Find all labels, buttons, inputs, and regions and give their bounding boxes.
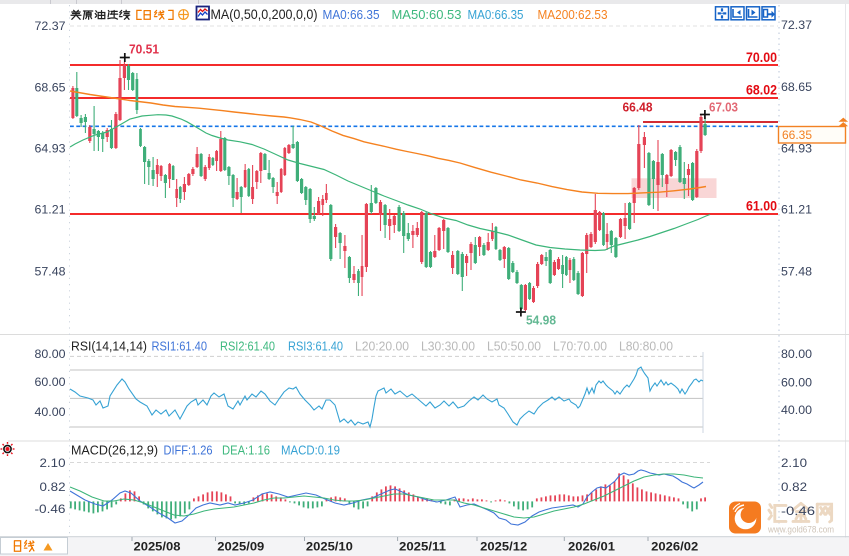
- svg-text:80.00: 80.00: [35, 347, 66, 361]
- svg-text:2025/08: 2025/08: [134, 540, 181, 554]
- svg-text:2025/12: 2025/12: [480, 540, 527, 554]
- svg-text:0.82: 0.82: [781, 480, 807, 494]
- svg-text:RSI1:61.40: RSI1:61.40: [152, 340, 208, 354]
- svg-text:2.10: 2.10: [40, 456, 66, 470]
- svg-text:68.65: 68.65: [35, 81, 66, 95]
- svg-text:-0.46: -0.46: [35, 502, 66, 516]
- svg-text:54.98: 54.98: [526, 314, 556, 328]
- svg-text:RSI(14,14,14): RSI(14,14,14): [71, 340, 147, 354]
- svg-text:MA(0,50,0,200,0,0): MA(0,50,0,200,0,0): [211, 7, 318, 22]
- svg-text:MA50:60.53: MA50:60.53: [392, 7, 462, 22]
- svg-text:40.00: 40.00: [781, 403, 812, 417]
- svg-text:2026/02: 2026/02: [651, 540, 698, 554]
- svg-text:64.93: 64.93: [35, 142, 66, 156]
- svg-text:L70:70.00: L70:70.00: [553, 340, 607, 354]
- svg-text:www.gold678.com: www.gold678.com: [767, 525, 834, 535]
- svg-text:57.48: 57.48: [781, 265, 812, 279]
- svg-text:61.00: 61.00: [746, 199, 777, 214]
- svg-text:68.65: 68.65: [781, 80, 812, 94]
- svg-text:68.02: 68.02: [746, 83, 777, 98]
- svg-text:57.48: 57.48: [35, 265, 66, 279]
- svg-text:MA0:66.35: MA0:66.35: [468, 7, 524, 22]
- svg-text:72.37: 72.37: [781, 18, 812, 32]
- svg-text:80.00: 80.00: [781, 347, 812, 361]
- svg-text:64.93: 64.93: [781, 142, 812, 156]
- svg-text:MACD(26,12,9): MACD(26,12,9): [71, 444, 158, 458]
- svg-text:-0.46: -0.46: [781, 504, 815, 518]
- svg-text:2025/11: 2025/11: [399, 540, 446, 554]
- svg-text:40.00: 40.00: [35, 405, 66, 419]
- svg-text:60.00: 60.00: [781, 376, 812, 390]
- svg-text:MA200:62.53: MA200:62.53: [538, 7, 608, 22]
- svg-text:L20:20.00: L20:20.00: [355, 340, 409, 354]
- svg-text:L80:80.00: L80:80.00: [619, 340, 673, 354]
- svg-text:66.48: 66.48: [623, 101, 653, 115]
- svg-text:DEA:1.16: DEA:1.16: [222, 444, 270, 458]
- svg-text:2.10: 2.10: [781, 456, 807, 470]
- svg-text:L50:50.00: L50:50.00: [487, 340, 541, 354]
- svg-text:2025/10: 2025/10: [306, 540, 353, 554]
- svg-text:2026/01: 2026/01: [568, 540, 615, 554]
- svg-text:61.21: 61.21: [35, 203, 66, 217]
- svg-text:RSI2:61.40: RSI2:61.40: [220, 340, 275, 354]
- svg-text:70.00: 70.00: [746, 50, 777, 65]
- svg-text:61.21: 61.21: [781, 203, 812, 217]
- svg-text:66.35: 66.35: [782, 128, 812, 142]
- svg-text:2025/09: 2025/09: [217, 540, 264, 554]
- svg-text:70.51: 70.51: [129, 42, 159, 57]
- svg-text:L30:30.00: L30:30.00: [421, 340, 475, 354]
- svg-text:72.37: 72.37: [35, 19, 66, 33]
- svg-text:MA0:66.35: MA0:66.35: [323, 7, 380, 22]
- svg-text:0.82: 0.82: [40, 480, 66, 494]
- svg-text:RSI3:61.40: RSI3:61.40: [288, 340, 343, 354]
- svg-text:60.00: 60.00: [35, 375, 66, 389]
- svg-text:MACD:0.19: MACD:0.19: [281, 444, 340, 458]
- svg-text:67.03: 67.03: [709, 101, 738, 115]
- svg-text:DIFF:1.26: DIFF:1.26: [164, 444, 213, 458]
